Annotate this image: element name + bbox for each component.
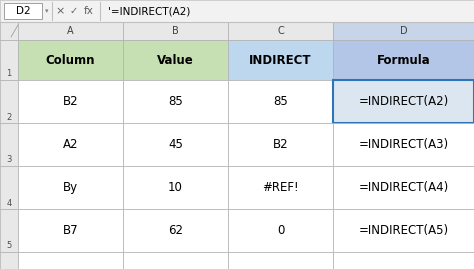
Bar — [18, 123, 123, 166]
Text: 45: 45 — [168, 138, 183, 151]
Text: 1: 1 — [6, 69, 12, 79]
Bar — [123, 80, 228, 123]
Bar — [333, 166, 474, 209]
Bar — [123, 123, 228, 166]
Bar — [0, 252, 18, 269]
Text: B2: B2 — [273, 138, 288, 151]
Text: =INDIRECT(A5): =INDIRECT(A5) — [358, 224, 448, 237]
Text: 0: 0 — [277, 224, 284, 237]
Bar — [0, 123, 18, 166]
Text: D2: D2 — [16, 6, 30, 16]
Text: '=INDIRECT(A2): '=INDIRECT(A2) — [108, 6, 191, 16]
Text: C: C — [277, 26, 284, 36]
Text: 62: 62 — [168, 224, 183, 237]
Bar — [123, 252, 228, 269]
Bar — [0, 80, 18, 123]
Bar — [0, 209, 18, 252]
Text: D: D — [400, 26, 407, 36]
Bar — [123, 209, 228, 252]
Text: 2: 2 — [6, 112, 12, 122]
Text: ×: × — [55, 6, 64, 16]
Bar — [228, 123, 333, 166]
Bar — [18, 166, 123, 209]
Bar — [123, 22, 228, 40]
Text: By: By — [63, 181, 78, 194]
Bar — [123, 166, 228, 209]
Bar — [333, 80, 474, 123]
Bar — [333, 123, 474, 166]
Text: ✓: ✓ — [70, 6, 78, 16]
Bar — [18, 209, 123, 252]
Bar — [228, 252, 333, 269]
Bar — [18, 80, 123, 123]
Text: B: B — [172, 26, 179, 36]
Bar — [228, 166, 333, 209]
Bar — [4, 3, 42, 19]
Text: =INDIRECT(A4): =INDIRECT(A4) — [358, 181, 448, 194]
Bar — [0, 166, 18, 209]
Bar — [18, 40, 123, 80]
Text: 3: 3 — [6, 155, 12, 165]
Text: Value: Value — [157, 54, 194, 66]
Text: 85: 85 — [168, 95, 183, 108]
Bar — [333, 252, 474, 269]
Bar — [123, 40, 228, 80]
Text: =INDIRECT(A2): =INDIRECT(A2) — [358, 95, 448, 108]
Text: Formula: Formula — [377, 54, 430, 66]
Bar — [0, 22, 18, 40]
Text: ▾: ▾ — [45, 8, 49, 14]
Bar — [228, 209, 333, 252]
Text: Column: Column — [46, 54, 95, 66]
Text: 4: 4 — [6, 199, 12, 207]
Bar — [333, 209, 474, 252]
Text: fx: fx — [84, 6, 94, 16]
Text: 5: 5 — [6, 242, 12, 250]
Bar — [228, 80, 333, 123]
Text: B7: B7 — [63, 224, 78, 237]
Text: #REF!: #REF! — [262, 181, 299, 194]
Bar — [333, 22, 474, 40]
Text: A2: A2 — [63, 138, 78, 151]
Text: INDIRECT: INDIRECT — [249, 54, 312, 66]
Bar — [0, 40, 18, 80]
Bar — [333, 40, 474, 80]
Text: B2: B2 — [63, 95, 78, 108]
Text: 10: 10 — [168, 181, 183, 194]
Text: =INDIRECT(A3): =INDIRECT(A3) — [358, 138, 448, 151]
Bar — [228, 40, 333, 80]
Bar — [228, 22, 333, 40]
Bar — [18, 252, 123, 269]
Bar — [18, 22, 123, 40]
Bar — [0, 0, 474, 22]
Text: A: A — [67, 26, 74, 36]
Text: 85: 85 — [273, 95, 288, 108]
